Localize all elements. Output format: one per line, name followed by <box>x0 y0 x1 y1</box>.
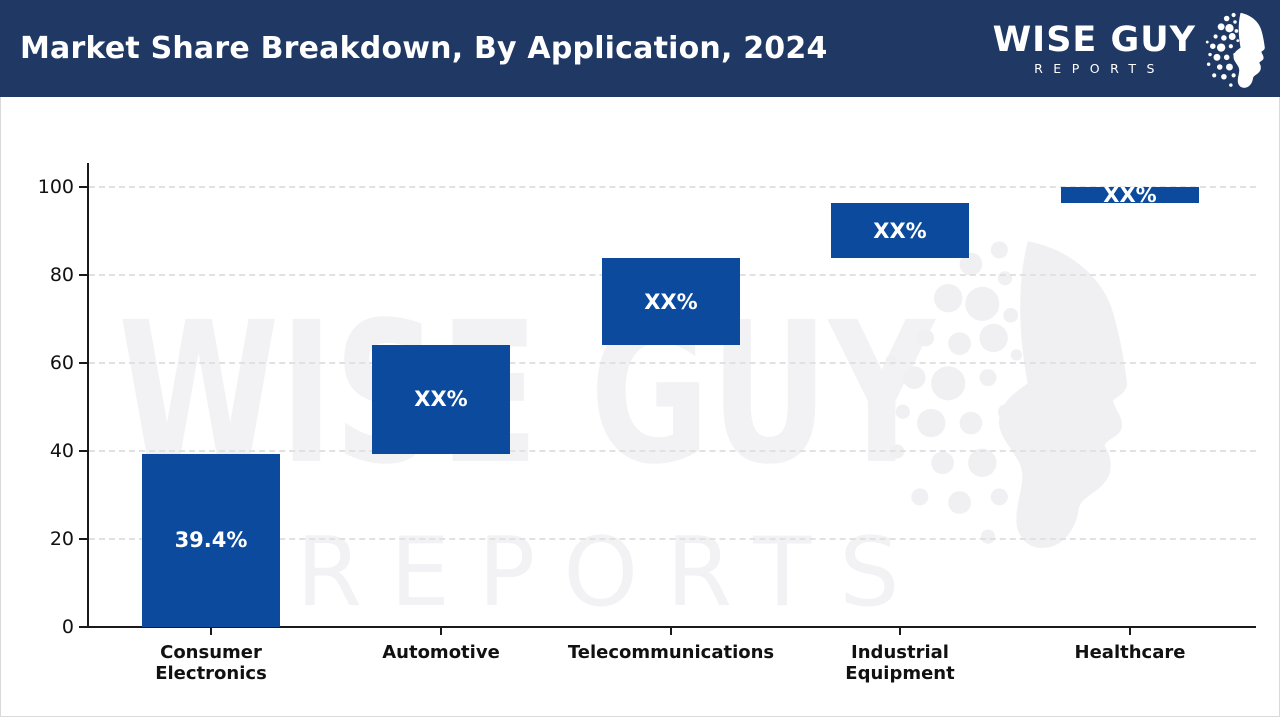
bar-label-industrial-equipment: XX% <box>873 218 927 243</box>
x-tick-label-telecommunications: Telecommunications <box>567 642 775 663</box>
x-axis-line <box>87 626 1256 628</box>
x-tick-automotive <box>440 628 442 635</box>
x-tick-label-consumer-electronics: Consumer Electronics <box>155 642 267 684</box>
gridline-60 <box>89 362 1256 364</box>
bar-label-consumer-electronics: 39.4% <box>174 528 248 553</box>
y-tick-20 <box>79 538 87 540</box>
gridline-20 <box>89 538 1256 540</box>
header-bar: Market Share Breakdown, By Application, … <box>0 0 1280 97</box>
bar-automotive: XX% <box>372 344 510 454</box>
y-tick-label-60: 60 <box>49 352 74 374</box>
x-tick-consumer-electronics <box>210 628 212 635</box>
bar-telecommunications: XX% <box>602 258 740 345</box>
x-tick-label-healthcare: Healthcare <box>1074 642 1186 663</box>
y-tick-label-40: 40 <box>49 440 74 462</box>
logo-wordmark: WISE GUY <box>992 19 1196 60</box>
y-tick-0 <box>79 626 87 628</box>
x-tick-telecommunications <box>670 628 672 635</box>
gridline-100 <box>89 186 1256 188</box>
y-tick-label-20: 20 <box>49 528 74 550</box>
bar-label-automotive: XX% <box>414 387 468 412</box>
watermark-subtitle: REPORTS <box>296 518 928 628</box>
wise-guy-logo: WISE GUY REPORTS <box>993 6 1280 92</box>
wise-guy-head-icon <box>1205 12 1265 88</box>
y-tick-label-80: 80 <box>49 264 74 286</box>
y-tick-40 <box>79 450 87 452</box>
gridline-40 <box>89 450 1256 452</box>
x-tick-label-industrial-equipment: Industrial Equipment <box>845 642 955 684</box>
bar-label-telecommunications: XX% <box>644 289 698 314</box>
x-tick-label-automotive: Automotive <box>382 642 500 663</box>
watermark-head-icon <box>885 241 1128 548</box>
y-tick-label-100: 100 <box>37 176 74 198</box>
bar-industrial-equipment: XX% <box>831 202 969 259</box>
y-tick-80 <box>79 274 87 276</box>
page-title: Market Share Breakdown, By Application, … <box>20 31 828 66</box>
bar-healthcare: XX% <box>1061 183 1199 207</box>
y-tick-100 <box>79 186 87 188</box>
y-tick-60 <box>79 362 87 364</box>
bar-label-healthcare: XX% <box>1103 182 1157 207</box>
x-tick-healthcare <box>1129 628 1131 635</box>
logo-subtitle: REPORTS <box>1034 60 1165 76</box>
y-axis-line <box>87 163 89 628</box>
x-tick-industrial-equipment <box>899 628 901 635</box>
bar-consumer-electronics: 39.4% <box>142 453 280 627</box>
y-tick-label-0: 0 <box>61 616 74 638</box>
